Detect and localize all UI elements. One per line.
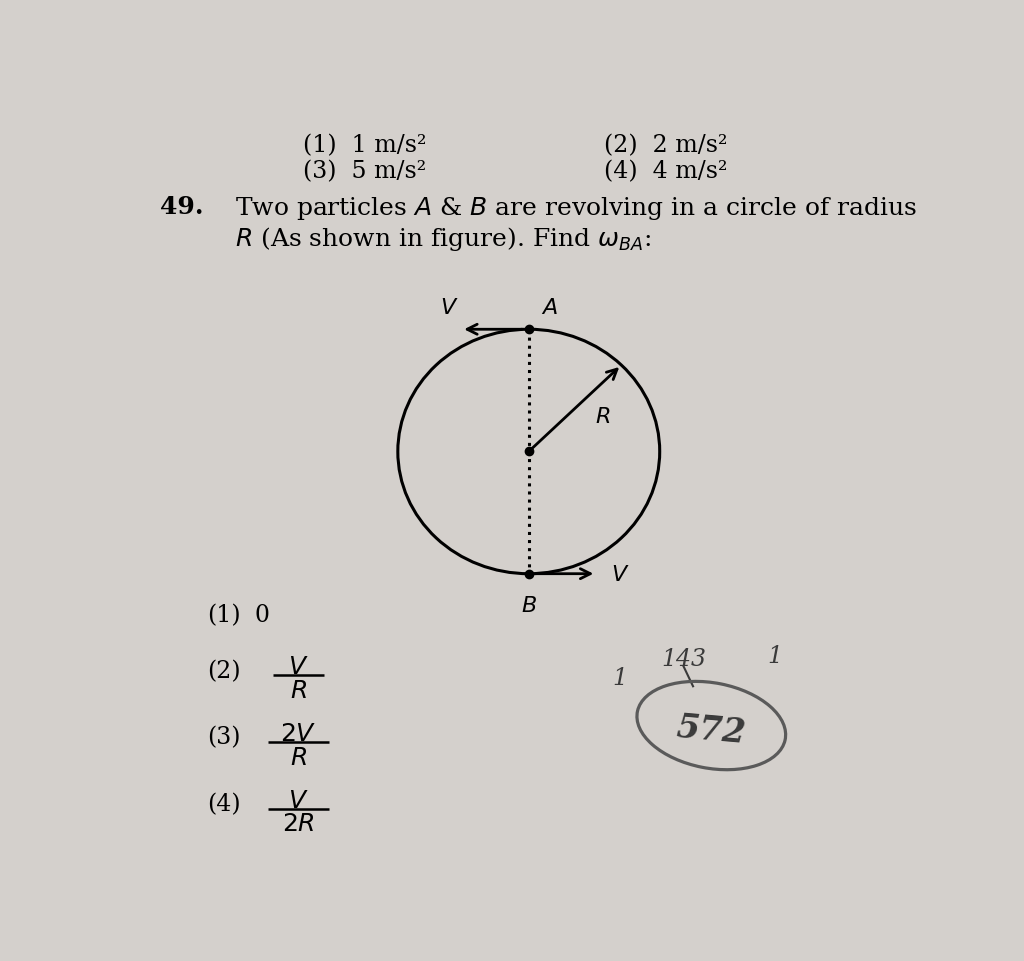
Text: $2R$: $2R$ xyxy=(283,812,315,835)
Text: $R$: $R$ xyxy=(290,679,307,702)
Text: 1: 1 xyxy=(612,666,628,689)
Text: (2)  2 m/s²: (2) 2 m/s² xyxy=(604,134,728,157)
Text: (1): (1) xyxy=(207,604,241,627)
Text: 143: 143 xyxy=(662,648,706,671)
Text: $R$: $R$ xyxy=(595,406,610,428)
Text: (4)  4 m/s²: (4) 4 m/s² xyxy=(604,160,728,183)
Text: Two particles $\mathit{A}$ & $\mathit{B}$ are revolving in a circle of radius: Two particles $\mathit{A}$ & $\mathit{B}… xyxy=(236,195,918,222)
Text: $2V$: $2V$ xyxy=(281,722,316,745)
Text: (4): (4) xyxy=(207,793,241,815)
Text: (3): (3) xyxy=(207,726,241,749)
Text: $A$: $A$ xyxy=(541,297,557,319)
Text: $V$: $V$ xyxy=(289,655,309,678)
Text: $V$: $V$ xyxy=(610,563,629,585)
Text: 1: 1 xyxy=(767,644,782,667)
Text: (1)  1 m/s²: (1) 1 m/s² xyxy=(303,134,426,157)
Text: 0: 0 xyxy=(255,604,270,627)
Text: 49.: 49. xyxy=(160,195,203,219)
Text: (2): (2) xyxy=(207,659,241,682)
Text: $V$: $V$ xyxy=(440,297,459,319)
Text: $B$: $B$ xyxy=(521,595,537,617)
Text: $R$: $R$ xyxy=(290,746,307,769)
Text: $V$: $V$ xyxy=(289,789,309,812)
Text: (3)  5 m/s²: (3) 5 m/s² xyxy=(303,160,426,183)
Text: 572: 572 xyxy=(675,710,748,749)
Text: $\mathit{R}$ (As shown in figure). Find $\omega_{BA}$:: $\mathit{R}$ (As shown in figure). Find … xyxy=(236,225,651,253)
